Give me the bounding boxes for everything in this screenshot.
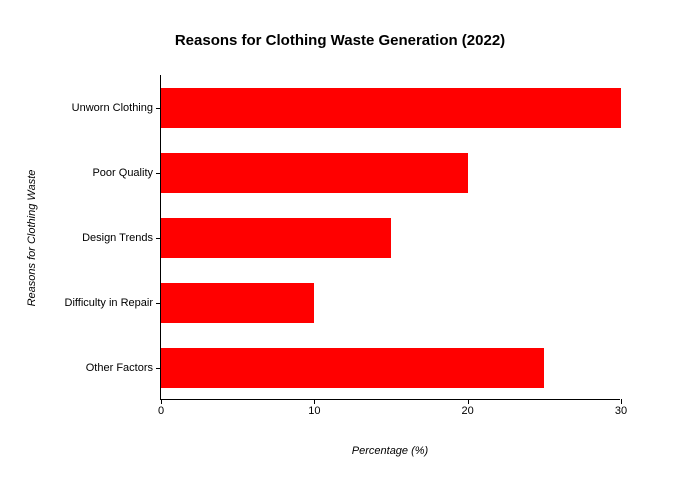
y-tick-mark xyxy=(156,238,161,239)
y-tick-label: Poor Quality xyxy=(92,167,161,179)
y-tick-label: Difficulty in Repair xyxy=(65,297,161,309)
x-tick-label: 0 xyxy=(158,399,164,417)
y-tick-mark xyxy=(156,303,161,304)
bar xyxy=(161,88,621,128)
plot-area: Unworn ClothingPoor QualityDesign Trends… xyxy=(160,75,620,400)
chart-title: Reasons for Clothing Waste Generation (2… xyxy=(0,32,680,49)
bar xyxy=(161,348,544,388)
y-tick-mark xyxy=(156,368,161,369)
y-tick-label: Unworn Clothing xyxy=(72,102,161,114)
chart-container: Reasons for Clothing Waste Generation (2… xyxy=(0,0,680,500)
y-axis-label: Reasons for Clothing Waste xyxy=(26,169,38,306)
x-tick-label: 20 xyxy=(462,399,474,417)
y-tick-label: Other Factors xyxy=(86,362,161,374)
y-tick-label: Design Trends xyxy=(82,232,161,244)
y-tick-mark xyxy=(156,108,161,109)
bar xyxy=(161,283,314,323)
x-tick-label: 30 xyxy=(615,399,627,417)
x-axis-label: Percentage (%) xyxy=(352,445,428,457)
y-tick-mark xyxy=(156,173,161,174)
x-tick-label: 10 xyxy=(308,399,320,417)
bar xyxy=(161,218,391,258)
bar xyxy=(161,153,468,193)
